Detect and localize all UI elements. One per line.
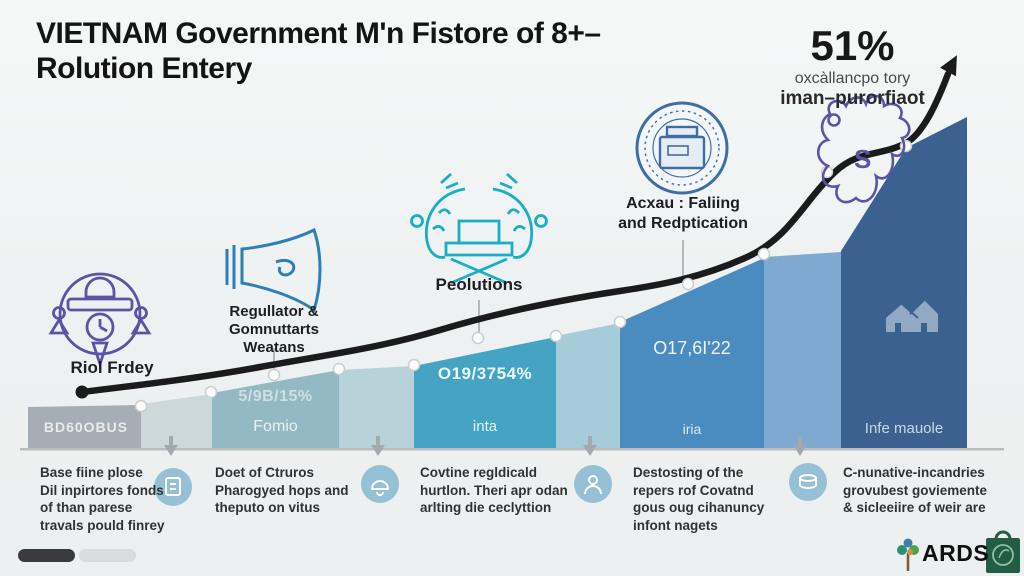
band-label-9: Infe mauole — [864, 420, 944, 437]
band-value-5: O19/3754% — [437, 364, 533, 383]
document-icon — [154, 468, 192, 506]
baseline — [20, 448, 1004, 451]
note-column-2: Doet of Ctruros Pharogyed hops and thepu… — [215, 465, 349, 515]
stat-value: 51% — [810, 22, 895, 69]
seal-stamp-icon — [635, 101, 729, 195]
band-label-7: iria — [682, 421, 702, 437]
band-label-3: Fomio — [253, 418, 298, 435]
area-band-9 — [841, 117, 967, 450]
note-column-5: C-nunative-incandries grovubest goviemen… — [843, 465, 988, 515]
logo-text: ARDS — [922, 540, 990, 566]
map-letter: S — [854, 144, 871, 174]
node-dot — [757, 247, 771, 261]
bell-icon — [361, 465, 399, 503]
page-title: VIETNAM Government M'n Fistore of 8+– Ro… — [36, 17, 601, 85]
area-band-3 — [212, 370, 339, 450]
node-dot — [681, 277, 695, 291]
band-label-1: BD60OBUS — [43, 419, 129, 435]
baseline-arrows — [164, 436, 807, 456]
band-value-7: O17,6I'22 — [653, 338, 731, 358]
vietnam-map-icon: S — [816, 94, 911, 204]
stat-subtitle-1: oxcàllancpo tory — [794, 70, 911, 87]
node-dot — [204, 385, 218, 399]
judge-figure-icon — [48, 272, 152, 369]
node-dot — [899, 139, 913, 153]
down-arrow — [164, 436, 178, 456]
note-column-3: Covtine regldicald hurtlon. Theri apr od… — [420, 465, 568, 515]
carousel-dot-inactive[interactable] — [79, 549, 136, 562]
area-band-4 — [339, 366, 414, 450]
milestone-label-2: Regullator & Gomnuttarts Weatans — [229, 303, 319, 356]
area-band-2 — [141, 394, 212, 450]
area-band-6 — [556, 323, 620, 450]
node-dot — [471, 331, 485, 345]
trend-start-dot — [75, 385, 89, 399]
coins-icon — [789, 463, 827, 501]
down-arrow — [371, 436, 385, 456]
node-dot — [134, 399, 148, 413]
node-dot — [267, 368, 281, 382]
tree-logo-icon — [897, 538, 919, 571]
down-arrow — [583, 436, 597, 456]
area-band-8 — [764, 252, 841, 450]
milestone-label-4: Acxau : Faliing and Redptication — [618, 195, 748, 232]
trend-arrowhead — [940, 55, 957, 77]
carousel-dot-active[interactable] — [18, 549, 75, 562]
trend-line — [78, 70, 952, 396]
node-dot — [613, 315, 627, 329]
person-icon — [574, 465, 612, 503]
milestone-label-3: Peolutions — [435, 275, 523, 294]
megaphone-icon — [225, 227, 322, 313]
milestone-label-1: Riol Frdey — [70, 358, 154, 377]
stat-subtitle-2: iman–purorfiaot — [780, 88, 925, 109]
note-column-4: Destosting of the repers rof Covatnd gou… — [633, 465, 765, 533]
down-arrow — [793, 436, 807, 456]
stat-callout: 51% oxcàllancpo tory iman–purorfiaot — [745, 24, 960, 110]
band-value-3: 5/9B/15% — [238, 388, 313, 405]
node-dot — [549, 329, 563, 343]
area-bands — [28, 117, 967, 450]
note-column-1: Base fiine plose Dil inpirtores fonds of… — [40, 465, 165, 533]
emblem-icon — [410, 172, 548, 285]
node-dot — [407, 358, 421, 372]
band-label-5: inta — [472, 418, 498, 435]
house-icon — [886, 299, 938, 332]
area-band-1 — [28, 405, 141, 450]
node-dot — [332, 362, 346, 376]
area-band-7 — [620, 258, 764, 450]
badge-icon — [986, 530, 1020, 573]
area-band-5 — [414, 337, 556, 450]
